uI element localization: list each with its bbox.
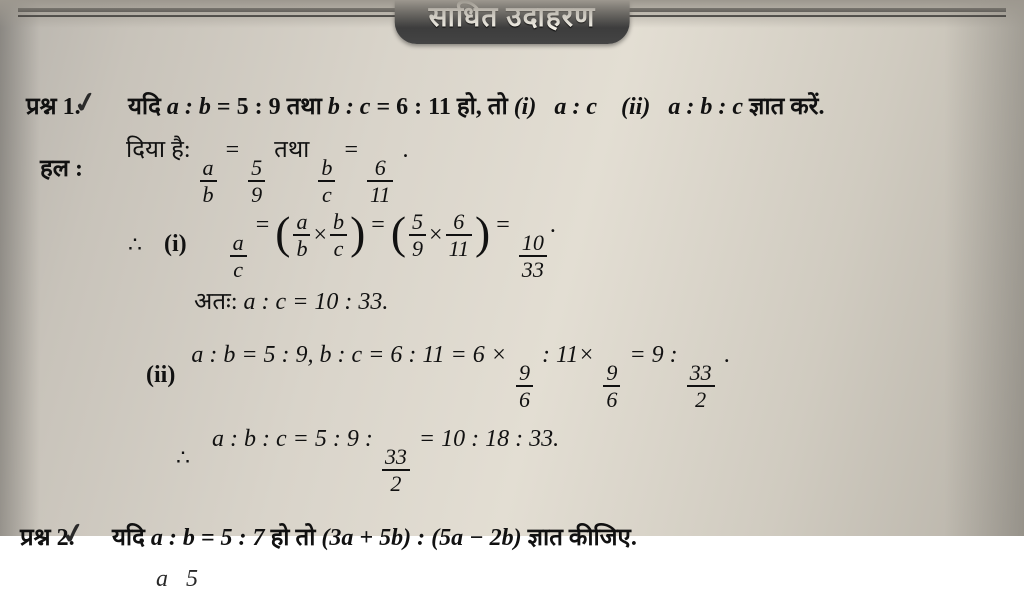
solution-given: हल : दिया है: ab = 59 तथा bc =: [40, 133, 998, 206]
question-1: प्रश्न 1. ✓ यदि a : b = 5 : 9 तथा b : c …: [26, 90, 998, 125]
step-ii-label: (ii): [146, 358, 175, 393]
bottom-fragment: a 5: [156, 562, 998, 597]
therefore-symbol-2: ∴: [176, 442, 198, 474]
paren-group-1: ( ab × bc ): [275, 210, 365, 260]
frac-6-over-11: 611: [367, 156, 393, 206]
frac-5-over-9: 59: [248, 156, 265, 206]
frac-a-over-b: ab: [200, 156, 217, 206]
step-i-hence: अतः: a : c = 10 : 33.: [194, 285, 998, 320]
step-ii-equation: (ii) a : b = 5 : 9, b : c = 6 : 11 = 6 ×…: [146, 338, 998, 411]
q1-body: यदि a : b = 5 : 9 तथा b : c = 6 : 11 हो,…: [128, 90, 825, 125]
paren-group-2: ( 59 × 611 ): [391, 210, 490, 260]
q1-label: प्रश्न 1. ✓: [26, 90, 118, 125]
section-pill: साधित उदाहरण: [395, 0, 630, 44]
therefore-symbol: ∴: [128, 229, 150, 261]
question-2: प्रश्न 2. ✓ यदि a : b = 5 : 7 हो तो (3a …: [20, 521, 998, 556]
q2-label: प्रश्न 2. ✓: [20, 521, 102, 556]
step-i-equation: ∴ (i) ac = ( ab × bc ) =: [128, 208, 998, 281]
conclusion: ∴ a : b : c = 5 : 9 : 332 = 10 : 18 : 33…: [176, 422, 998, 495]
frac-a-over-c: ac: [230, 231, 247, 281]
header: साधित उदाहरण: [18, 18, 1006, 72]
frac-10-over-33: 1033: [519, 231, 547, 281]
frac-b-over-c: bc: [318, 156, 335, 206]
sol-label: हल :: [40, 152, 112, 187]
step-i-label: (i): [164, 227, 187, 262]
